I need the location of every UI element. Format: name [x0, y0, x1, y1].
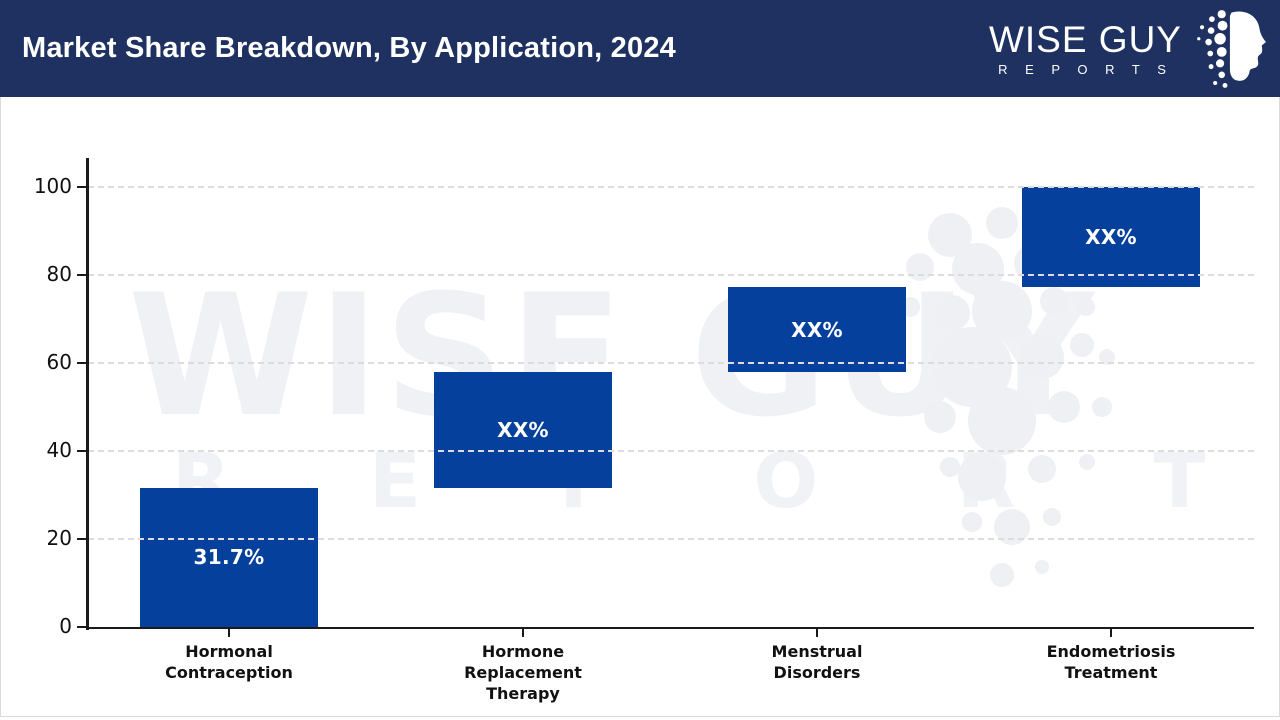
category-label: Hormonal Contraception	[165, 642, 293, 683]
bar-value-label: 31.7%	[193, 545, 265, 570]
gridline	[88, 274, 1254, 276]
x-tick-mark	[521, 629, 525, 637]
y-tick-mark	[77, 625, 87, 629]
header-bar: Market Share Breakdown, By Application, …	[0, 0, 1280, 97]
gridline	[88, 186, 1254, 188]
y-tick-mark	[77, 185, 87, 189]
y-tick-label: 60	[46, 350, 72, 374]
y-tick-mark	[77, 361, 87, 365]
brand-subtitle: R E P O R T S	[998, 61, 1173, 77]
x-tick-mark	[227, 629, 231, 637]
y-axis-line	[86, 158, 89, 630]
bar-value-label: XX%	[497, 417, 549, 442]
category-label: Endometriosis Treatment	[1046, 642, 1176, 683]
gridline	[88, 362, 1254, 364]
x-tick-mark	[1109, 629, 1113, 637]
y-tick-label: 20	[46, 526, 72, 550]
y-tick-mark	[77, 273, 87, 277]
bar: 31.7%	[140, 487, 318, 627]
category-label: Hormone Replacement Therapy	[464, 642, 582, 704]
y-tick-mark	[77, 449, 87, 453]
y-tick-label: 0	[59, 614, 72, 638]
category-label: Menstrual Disorders	[771, 642, 863, 683]
bar: XX%	[1022, 187, 1200, 287]
y-tick-mark	[77, 537, 87, 541]
dotted-face-profile-icon	[1197, 9, 1266, 88]
y-tick-label: 80	[46, 262, 72, 286]
page-title: Market Share Breakdown, By Application, …	[22, 32, 676, 64]
x-axis-line	[86, 626, 1254, 629]
gridline	[88, 538, 1254, 540]
brand-name: WISE GUY	[988, 18, 1182, 60]
bar-value-label: XX%	[1085, 224, 1137, 249]
y-tick-label: 100	[33, 174, 72, 198]
x-tick-mark	[815, 629, 819, 637]
bar-value-label: XX%	[791, 317, 843, 342]
brand-logo: WISE GUY R E P O R T S	[989, 6, 1280, 92]
bar: XX%	[434, 372, 612, 488]
bar: XX%	[728, 286, 906, 373]
gridline	[88, 450, 1254, 452]
y-tick-label: 40	[46, 438, 72, 462]
